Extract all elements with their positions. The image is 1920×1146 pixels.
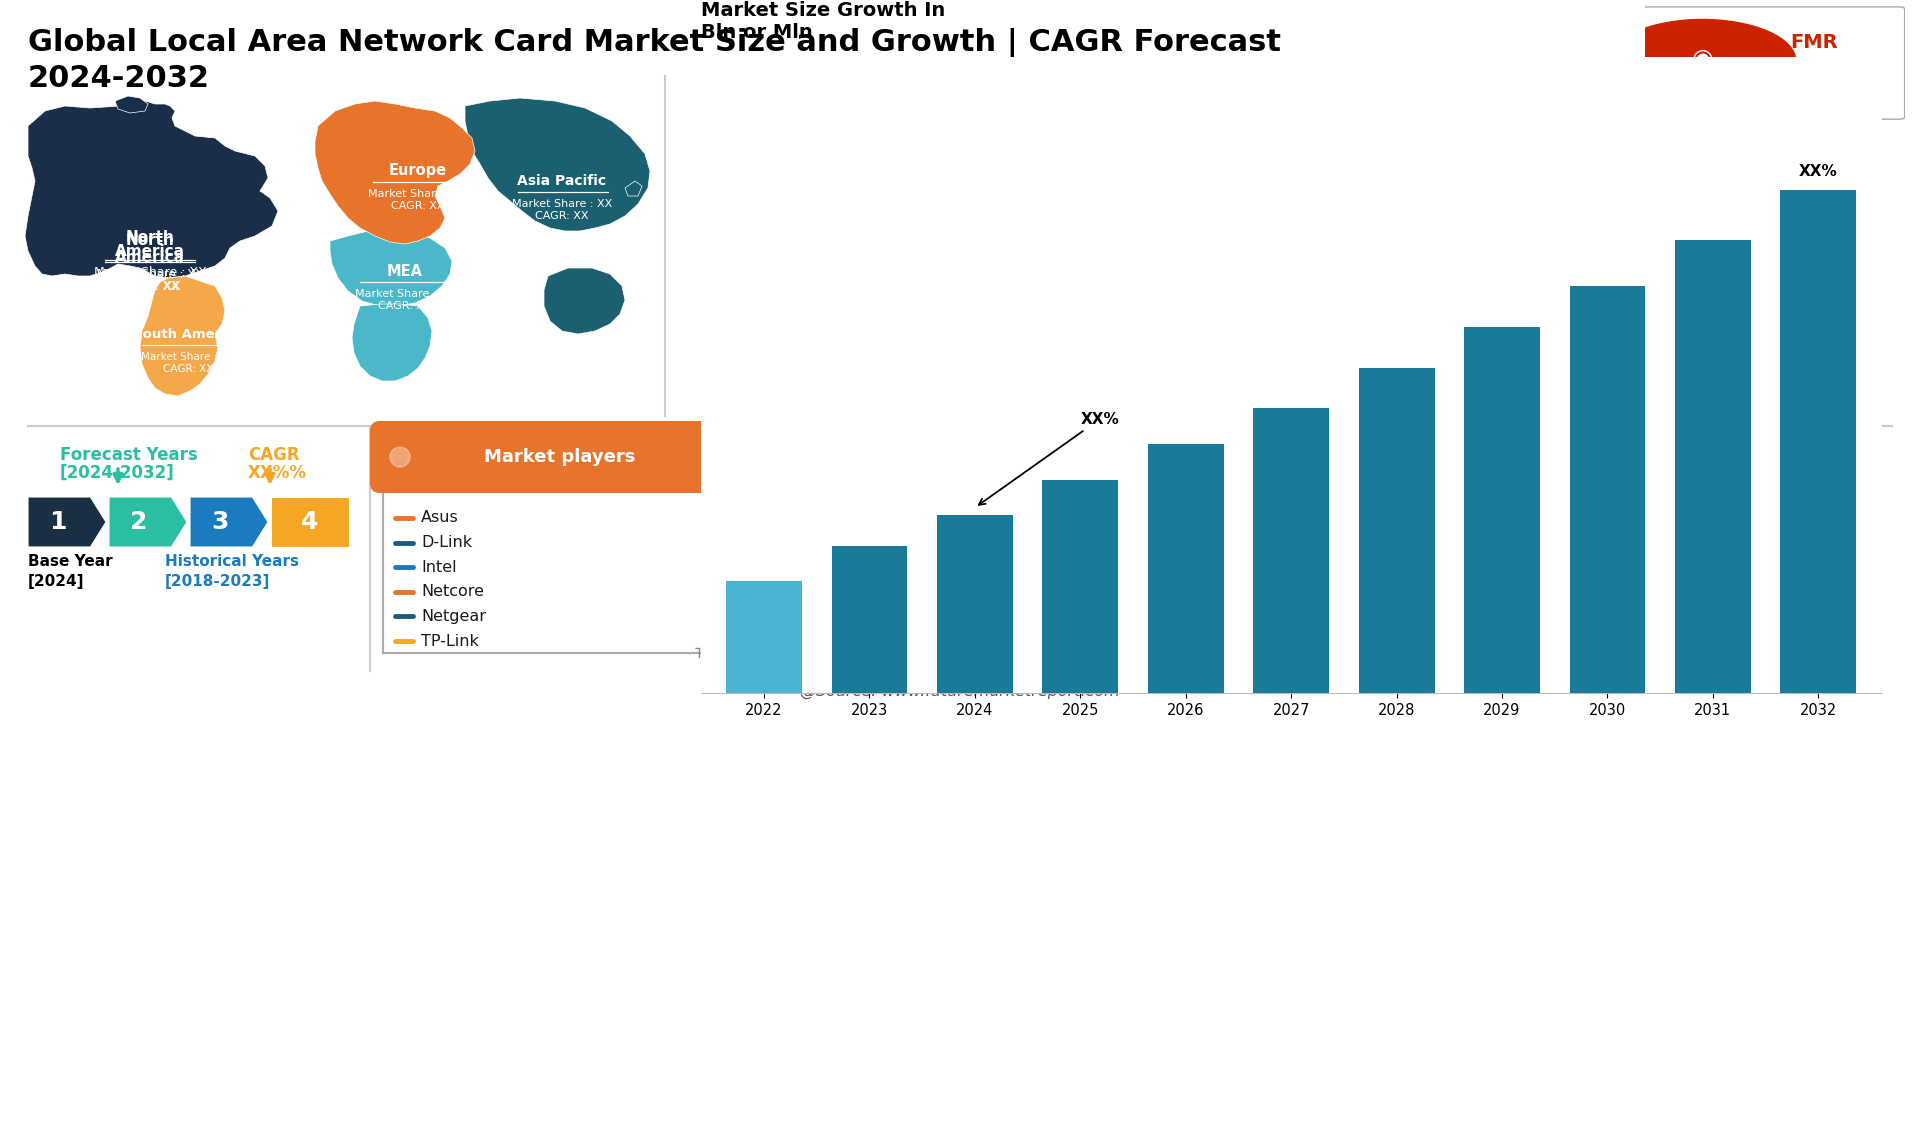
Text: [2018-2023]: [2018-2023] bbox=[165, 574, 271, 589]
Text: CAGR: XX: CAGR: XX bbox=[392, 201, 445, 211]
Text: 1000: 1000 bbox=[781, 598, 822, 613]
Text: 2024-2032: 2024-2032 bbox=[29, 64, 209, 93]
Text: Intel: Intel bbox=[420, 559, 457, 574]
Text: Europe: Europe bbox=[390, 164, 447, 179]
Text: ⌐: ⌐ bbox=[1411, 646, 1430, 660]
Text: 3: 3 bbox=[211, 510, 228, 534]
Bar bbox=[937, 516, 1014, 693]
Bar bbox=[831, 545, 908, 693]
Text: 100: 100 bbox=[781, 570, 812, 584]
Circle shape bbox=[1116, 447, 1135, 468]
Text: ⌐: ⌐ bbox=[1046, 646, 1066, 660]
Bar bbox=[1569, 286, 1645, 693]
Bar bbox=[1254, 408, 1329, 693]
Text: @Source: www.futuremarketreport.com: @Source: www.futuremarketreport.com bbox=[801, 683, 1119, 699]
Text: 4: 4 bbox=[301, 510, 319, 534]
Bar bbox=[1674, 241, 1751, 693]
Polygon shape bbox=[109, 497, 186, 547]
Text: Netgear: Netgear bbox=[420, 609, 486, 623]
Bar bbox=[1465, 327, 1540, 693]
Text: 2: 2 bbox=[131, 510, 148, 534]
Text: Forecast Years: Forecast Years bbox=[60, 446, 198, 464]
Text: XX%%: XX%% bbox=[248, 464, 307, 482]
Text: By application: By application bbox=[1213, 448, 1357, 466]
Text: Market Share : XX: Market Share : XX bbox=[142, 352, 234, 362]
Text: [2024]: [2024] bbox=[29, 574, 84, 589]
Text: Other: Other bbox=[1146, 604, 1192, 620]
Text: Desktop: Desktop bbox=[1146, 510, 1212, 526]
Polygon shape bbox=[29, 497, 106, 547]
FancyBboxPatch shape bbox=[371, 421, 720, 493]
Text: By type: By type bbox=[881, 448, 958, 466]
Text: ⌐: ⌐ bbox=[687, 646, 705, 660]
Bar bbox=[1043, 480, 1117, 693]
Bar bbox=[1359, 368, 1434, 693]
Text: Market Share : XX: Market Share : XX bbox=[355, 289, 455, 299]
Text: XX%: XX% bbox=[1799, 164, 1837, 180]
Polygon shape bbox=[465, 99, 651, 231]
Text: CAGR: XX: CAGR: XX bbox=[121, 280, 179, 292]
Text: Laptop: Laptop bbox=[1146, 557, 1202, 573]
Text: CAGR: XX: CAGR: XX bbox=[163, 364, 213, 374]
Text: America: America bbox=[115, 243, 184, 259]
Text: FMR: FMR bbox=[1789, 33, 1837, 52]
Text: TP-Link: TP-Link bbox=[420, 634, 478, 649]
Text: XX%: XX% bbox=[979, 411, 1119, 505]
Text: FUTURE MARKET REPORT: FUTURE MARKET REPORT bbox=[1776, 84, 1851, 88]
Text: Market Share : XX: Market Share : XX bbox=[369, 189, 468, 199]
FancyBboxPatch shape bbox=[1094, 421, 1446, 493]
Polygon shape bbox=[626, 181, 641, 196]
Text: Global Local Area Network Card Market Size and Growth | CAGR Forecast: Global Local Area Network Card Market Si… bbox=[29, 28, 1281, 58]
Text: CAGR: XX: CAGR: XX bbox=[378, 301, 432, 311]
FancyBboxPatch shape bbox=[730, 421, 1079, 493]
Text: Other: Other bbox=[781, 628, 828, 643]
Text: MEA: MEA bbox=[388, 264, 422, 278]
Text: Netcore: Netcore bbox=[420, 584, 484, 599]
Text: North: North bbox=[125, 230, 175, 245]
Text: Local Area Network Card
Market Size Growth In
Bln or Mln: Local Area Network Card Market Size Grow… bbox=[701, 0, 973, 42]
Text: [2024-2032]: [2024-2032] bbox=[60, 464, 175, 482]
Polygon shape bbox=[543, 268, 626, 333]
Polygon shape bbox=[140, 276, 225, 397]
Bar bbox=[1148, 444, 1223, 693]
Text: Market Share : XX: Market Share : XX bbox=[94, 266, 205, 278]
Polygon shape bbox=[115, 96, 148, 113]
Text: 10: 10 bbox=[781, 510, 801, 526]
Text: Historical Years: Historical Years bbox=[165, 554, 300, 570]
Polygon shape bbox=[315, 101, 474, 244]
Text: Market Share : XX: Market Share : XX bbox=[513, 199, 612, 209]
Polygon shape bbox=[271, 497, 349, 547]
Text: North
America: North America bbox=[115, 233, 184, 265]
Polygon shape bbox=[25, 101, 278, 278]
Text: 1: 1 bbox=[48, 510, 67, 534]
Text: CAGR: CAGR bbox=[248, 446, 300, 464]
Text: Base Year: Base Year bbox=[29, 554, 113, 570]
Text: ◉: ◉ bbox=[1692, 47, 1713, 70]
Text: 10: 10 bbox=[781, 540, 801, 555]
Text: CAGR: XX: CAGR: XX bbox=[119, 280, 180, 292]
Circle shape bbox=[751, 447, 770, 468]
Polygon shape bbox=[330, 228, 451, 306]
Circle shape bbox=[1609, 19, 1795, 102]
Text: South America: South America bbox=[132, 328, 242, 340]
Text: Asus: Asus bbox=[420, 510, 459, 526]
Text: Asia Pacific: Asia Pacific bbox=[516, 174, 607, 188]
Polygon shape bbox=[190, 497, 269, 547]
Bar bbox=[726, 581, 803, 693]
Text: Market players: Market players bbox=[484, 448, 636, 466]
Text: Market Share : XX: Market Share : XX bbox=[96, 267, 204, 281]
Circle shape bbox=[390, 447, 411, 468]
Bar bbox=[1780, 189, 1857, 693]
Text: CAGR: XX: CAGR: XX bbox=[536, 211, 589, 221]
Polygon shape bbox=[351, 304, 432, 380]
Text: D-Link: D-Link bbox=[420, 535, 472, 550]
